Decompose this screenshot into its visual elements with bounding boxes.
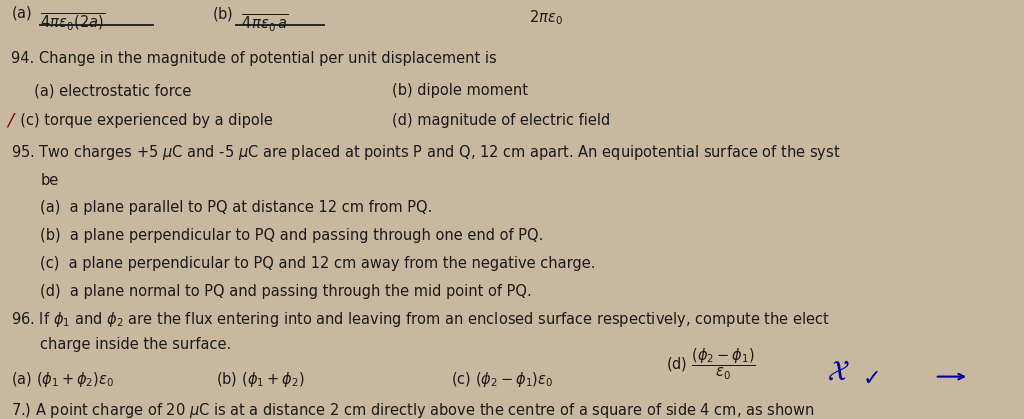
Text: 95. Two charges +5 $\mu$C and -5 $\mu$C are placed at points P and Q, 12 cm apar: 95. Two charges +5 $\mu$C and -5 $\mu$C … xyxy=(11,143,841,162)
Text: (d) $\dfrac{(\phi_2 - \phi_1)}{\varepsilon_0}$: (d) $\dfrac{(\phi_2 - \phi_1)}{\varepsil… xyxy=(666,347,756,382)
Text: (a) $(\phi_1 + \phi_2)\varepsilon_0$: (a) $(\phi_1 + \phi_2)\varepsilon_0$ xyxy=(11,370,115,389)
Text: (b)  a plane perpendicular to PQ and passing through one end of PQ.: (b) a plane perpendicular to PQ and pass… xyxy=(41,228,544,243)
Text: (c) torque experienced by a dipole: (c) torque experienced by a dipole xyxy=(11,113,273,128)
Text: (d)  a plane normal to PQ and passing through the mid point of PQ.: (d) a plane normal to PQ and passing thr… xyxy=(41,284,532,299)
Text: (b) $(\phi_1 + \phi_2)$: (b) $(\phi_1 + \phi_2)$ xyxy=(216,370,305,389)
Text: (b)  $\dfrac{\quad}{4\pi\varepsilon_0\,a}$: (b) $\dfrac{\quad}{4\pi\varepsilon_0\,a}… xyxy=(212,5,288,34)
Text: (d) magnitude of electric field: (d) magnitude of electric field xyxy=(392,113,610,128)
Text: $\mathcal{X}$: $\mathcal{X}$ xyxy=(827,357,850,385)
Text: (a) electrostatic force: (a) electrostatic force xyxy=(11,83,191,98)
Text: $\checkmark$: $\checkmark$ xyxy=(861,367,879,387)
Text: charge inside the surface.: charge inside the surface. xyxy=(41,337,231,352)
Text: 96. If $\phi_1$ and $\phi_2$ are the flux entering into and leaving from an encl: 96. If $\phi_1$ and $\phi_2$ are the flu… xyxy=(11,310,830,328)
Text: 94. Change in the magnitude of potential per unit displacement is: 94. Change in the magnitude of potential… xyxy=(11,52,497,67)
Text: (b) dipole moment: (b) dipole moment xyxy=(392,83,528,98)
Text: 7.) A point charge of 20 $\mu$C is at a distance 2 cm directly above the centre : 7.) A point charge of 20 $\mu$C is at a … xyxy=(11,401,815,419)
Text: /: / xyxy=(7,111,13,129)
Text: (a)  a plane parallel to PQ at distance 12 cm from PQ.: (a) a plane parallel to PQ at distance 1… xyxy=(41,200,433,215)
Text: (a)  $\dfrac{\quad}{4\pi\varepsilon_0(2a)}$: (a) $\dfrac{\quad}{4\pi\varepsilon_0(2a)… xyxy=(11,5,105,34)
Text: (c) $(\phi_2 - \phi_1)\varepsilon_0$: (c) $(\phi_2 - \phi_1)\varepsilon_0$ xyxy=(451,370,553,389)
Text: be: be xyxy=(41,173,58,188)
Text: $2\pi\varepsilon_0$: $2\pi\varepsilon_0$ xyxy=(529,8,563,27)
Text: (c)  a plane perpendicular to PQ and 12 cm away from the negative charge.: (c) a plane perpendicular to PQ and 12 c… xyxy=(41,256,596,271)
